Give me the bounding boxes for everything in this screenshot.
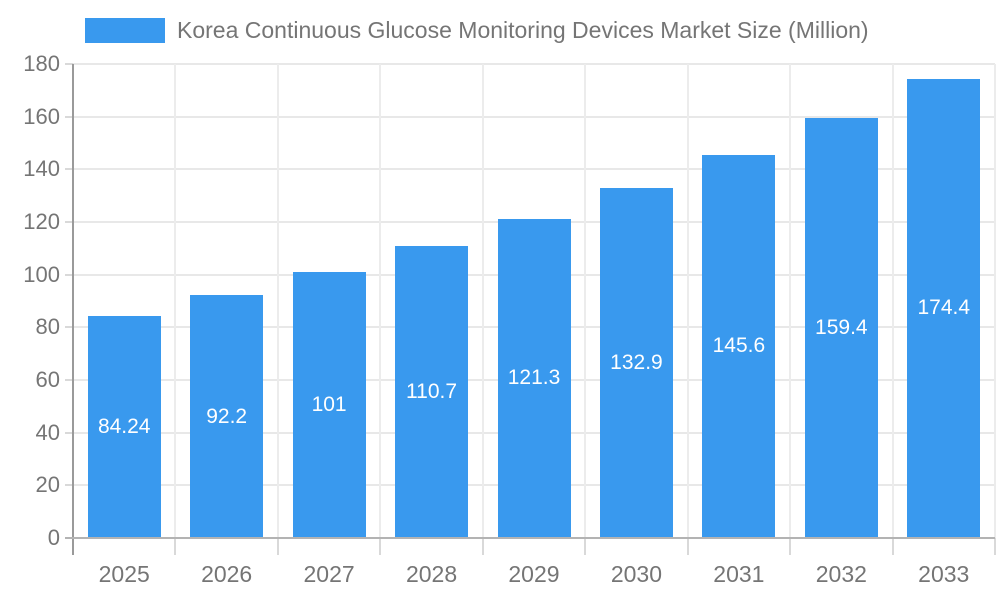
y-axis-tick bbox=[65, 326, 73, 329]
vertical-gridline bbox=[686, 64, 689, 538]
x-axis-line bbox=[65, 537, 995, 539]
y-axis-label: 100 bbox=[23, 261, 60, 287]
y-axis-label: 60 bbox=[35, 367, 60, 392]
x-axis-tick bbox=[789, 538, 792, 555]
x-axis-label: 2029 bbox=[508, 561, 560, 587]
chart-title: Korea Continuous Glucose Monitoring Devi… bbox=[177, 17, 869, 43]
bar-2029[interactable] bbox=[497, 218, 571, 537]
x-axis-tick bbox=[891, 538, 894, 555]
x-axis-label: 2033 bbox=[918, 561, 970, 587]
vertical-gridline bbox=[174, 64, 177, 538]
chart-legend[interactable]: Korea Continuous Glucose Monitoring Devi… bbox=[85, 18, 869, 43]
y-axis-tick bbox=[65, 484, 73, 487]
vertical-gridline bbox=[891, 64, 894, 538]
y-axis-label: 120 bbox=[23, 209, 60, 234]
x-axis-tick bbox=[174, 538, 177, 555]
vertical-gridline bbox=[584, 64, 587, 538]
bar-2032[interactable] bbox=[804, 118, 878, 537]
y-axis-tick bbox=[65, 115, 73, 118]
x-axis-label: 2031 bbox=[713, 561, 765, 587]
y-axis-tick bbox=[65, 379, 73, 381]
y-axis-label: 0 bbox=[47, 525, 60, 550]
vertical-gridline bbox=[789, 64, 792, 538]
vertical-gridline bbox=[481, 64, 484, 538]
x-axis-label: 2032 bbox=[815, 561, 867, 587]
y-axis-tick bbox=[65, 221, 73, 223]
x-axis-label: 2025 bbox=[98, 561, 150, 587]
vertical-gridline bbox=[994, 64, 996, 538]
x-axis-tick bbox=[379, 538, 382, 555]
x-axis-label: 2026 bbox=[201, 561, 253, 587]
bar-2025[interactable] bbox=[87, 316, 161, 537]
bar-2026[interactable] bbox=[190, 295, 264, 537]
y-axis-line bbox=[72, 64, 74, 555]
y-axis-tick bbox=[65, 273, 73, 276]
vertical-gridline bbox=[276, 64, 279, 538]
bar-2030[interactable] bbox=[599, 188, 673, 537]
x-axis-label: 2028 bbox=[405, 561, 458, 587]
legend-swatch bbox=[85, 18, 165, 43]
y-axis-tick bbox=[65, 431, 73, 434]
bar-2031[interactable] bbox=[702, 154, 776, 537]
bar-2027[interactable] bbox=[292, 272, 366, 537]
x-axis-tick bbox=[994, 538, 996, 555]
y-axis-label: 140 bbox=[23, 156, 60, 182]
horizontal-gridline bbox=[73, 115, 995, 118]
x-axis-label: 2030 bbox=[610, 561, 663, 587]
x-axis-tick bbox=[686, 538, 689, 555]
y-axis-label: 80 bbox=[35, 314, 60, 340]
y-axis-tick bbox=[65, 63, 73, 65]
x-axis-tick bbox=[276, 538, 279, 555]
y-axis-label: 180 bbox=[23, 51, 60, 76]
x-axis-tick bbox=[481, 538, 484, 555]
horizontal-gridline bbox=[73, 63, 995, 65]
bar-2033[interactable] bbox=[907, 78, 981, 537]
bar-2028[interactable] bbox=[395, 246, 469, 537]
x-axis-label: 2027 bbox=[303, 561, 355, 587]
horizontal-gridline bbox=[73, 168, 995, 171]
y-axis-tick bbox=[65, 168, 73, 171]
y-axis-label: 40 bbox=[35, 419, 60, 445]
y-axis-label: 160 bbox=[23, 103, 60, 129]
x-axis-tick bbox=[584, 538, 587, 555]
vertical-gridline bbox=[379, 64, 382, 538]
y-axis-label: 20 bbox=[35, 472, 60, 498]
